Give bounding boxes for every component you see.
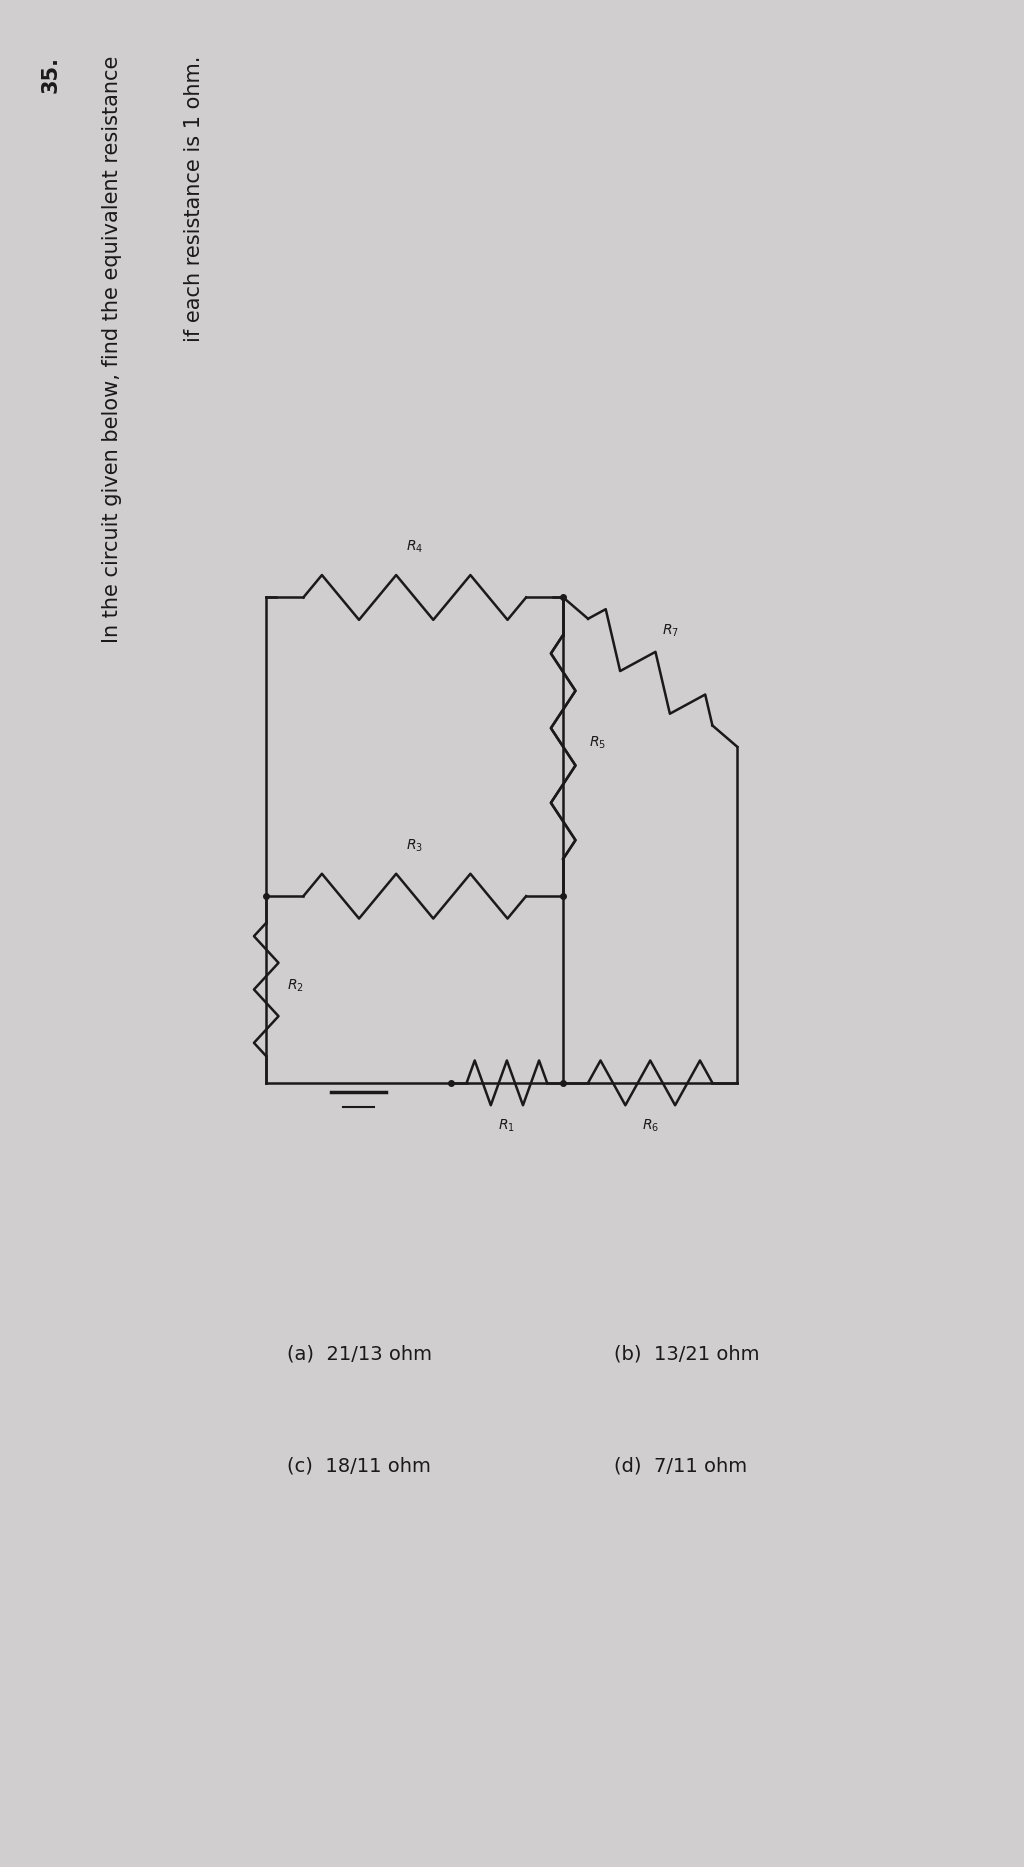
Text: if each resistance is 1 ohm.: if each resistance is 1 ohm.: [184, 56, 205, 342]
Text: $R_1$: $R_1$: [499, 1118, 515, 1133]
Text: (d)  7/11 ohm: (d) 7/11 ohm: [614, 1456, 748, 1475]
Text: $R_2$: $R_2$: [287, 978, 303, 993]
Text: $R_4$: $R_4$: [407, 540, 423, 554]
Text: (c)  18/11 ohm: (c) 18/11 ohm: [287, 1456, 431, 1475]
Text: $R_6$: $R_6$: [642, 1118, 658, 1133]
Text: $R_3$: $R_3$: [407, 838, 423, 853]
Text: $R_5$: $R_5$: [589, 736, 606, 751]
Text: $R_7$: $R_7$: [663, 624, 679, 639]
Text: 35.: 35.: [41, 56, 61, 93]
Text: In the circuit given below, find the equivalent resistance: In the circuit given below, find the equ…: [102, 56, 123, 644]
Text: (b)  13/21 ohm: (b) 13/21 ohm: [614, 1344, 760, 1363]
Text: (a)  21/13 ohm: (a) 21/13 ohm: [287, 1344, 432, 1363]
